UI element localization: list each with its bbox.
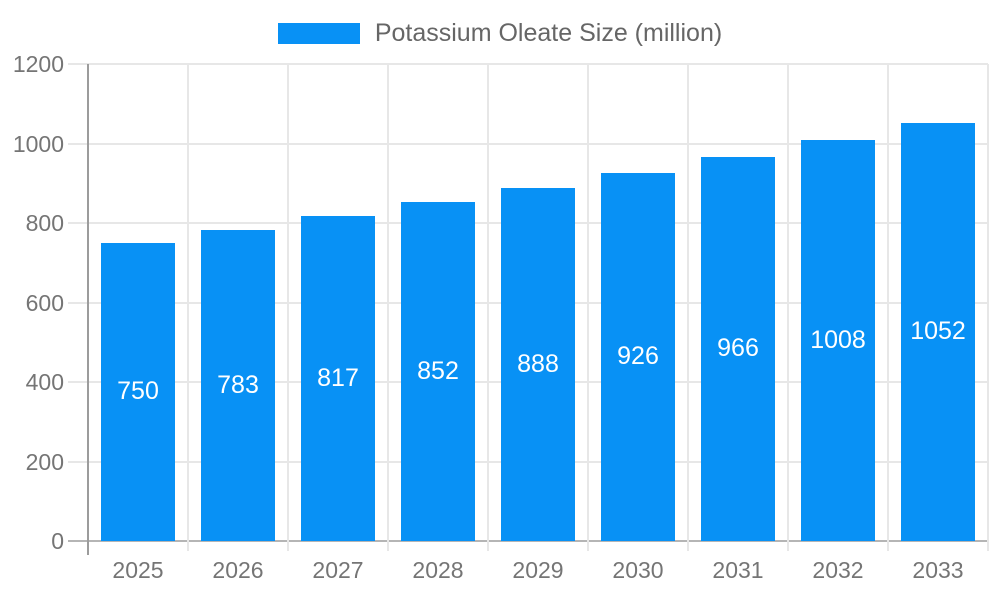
x-gridline xyxy=(987,64,989,551)
x-axis-tick-label: 2028 xyxy=(412,557,464,583)
bar-2028: 852 xyxy=(401,202,475,541)
y-axis-tick-label: 400 xyxy=(25,369,64,395)
y-gridline xyxy=(68,142,988,145)
bar-2025: 750 xyxy=(101,242,175,541)
bar-2027: 817 xyxy=(301,216,375,541)
legend: Potassium Oleate Size (million) xyxy=(0,17,1000,49)
x-axis-tick-label: 2027 xyxy=(312,557,364,583)
legend-label: Potassium Oleate Size (million) xyxy=(374,18,723,47)
bar-value-label: 817 xyxy=(317,364,359,393)
y-gridline xyxy=(68,63,988,65)
bar-value-label: 926 xyxy=(617,342,659,371)
legend-color-swatch-icon xyxy=(277,22,360,44)
bar-2033: 1052 xyxy=(901,122,975,541)
x-gridline xyxy=(687,64,689,551)
bar-2029: 888 xyxy=(501,188,575,541)
y-axis-tick-label: 800 xyxy=(25,210,64,236)
bar-2026: 783 xyxy=(201,229,275,541)
y-axis-tick-label: 200 xyxy=(25,448,64,475)
y-axis-tick-label: 600 xyxy=(25,289,64,316)
x-axis-tick-label: 2026 xyxy=(212,557,264,583)
x-gridline xyxy=(787,64,789,551)
bar-value-label: 888 xyxy=(517,350,559,378)
bar-value-label: 783 xyxy=(217,370,259,399)
x-gridline xyxy=(487,64,489,551)
bar-value-label: 750 xyxy=(117,377,159,406)
bar-value-label: 1052 xyxy=(910,317,966,346)
x-gridline xyxy=(387,64,389,551)
y-axis-tick-label: 1000 xyxy=(12,130,64,157)
x-axis-tick-label: 2033 xyxy=(912,557,964,583)
y-axis-tick-label: 1200 xyxy=(12,51,64,77)
bar-value-label: 966 xyxy=(717,334,759,363)
bar-2031: 966 xyxy=(701,157,775,541)
legend-item[interactable]: Potassium Oleate Size (million) xyxy=(277,18,723,48)
y-axis-line xyxy=(87,64,89,555)
x-gridline xyxy=(187,64,189,551)
y-axis-tick-label: 0 xyxy=(51,528,64,554)
x-axis-tick-label: 2032 xyxy=(812,557,864,583)
x-axis-baseline xyxy=(68,540,988,542)
x-axis-tick-label: 2025 xyxy=(112,557,164,583)
x-gridline xyxy=(887,64,889,551)
x-axis-tick-label: 2029 xyxy=(512,557,564,583)
bar-2032: 1008 xyxy=(801,140,875,541)
x-axis-tick-label: 2031 xyxy=(712,557,764,583)
x-gridline xyxy=(287,64,289,551)
bar-value-label: 1008 xyxy=(810,326,866,355)
x-axis-tick-label: 2030 xyxy=(612,557,664,583)
x-gridline xyxy=(587,64,589,551)
bar-value-label: 852 xyxy=(417,357,459,386)
bar-2030: 926 xyxy=(601,172,675,541)
